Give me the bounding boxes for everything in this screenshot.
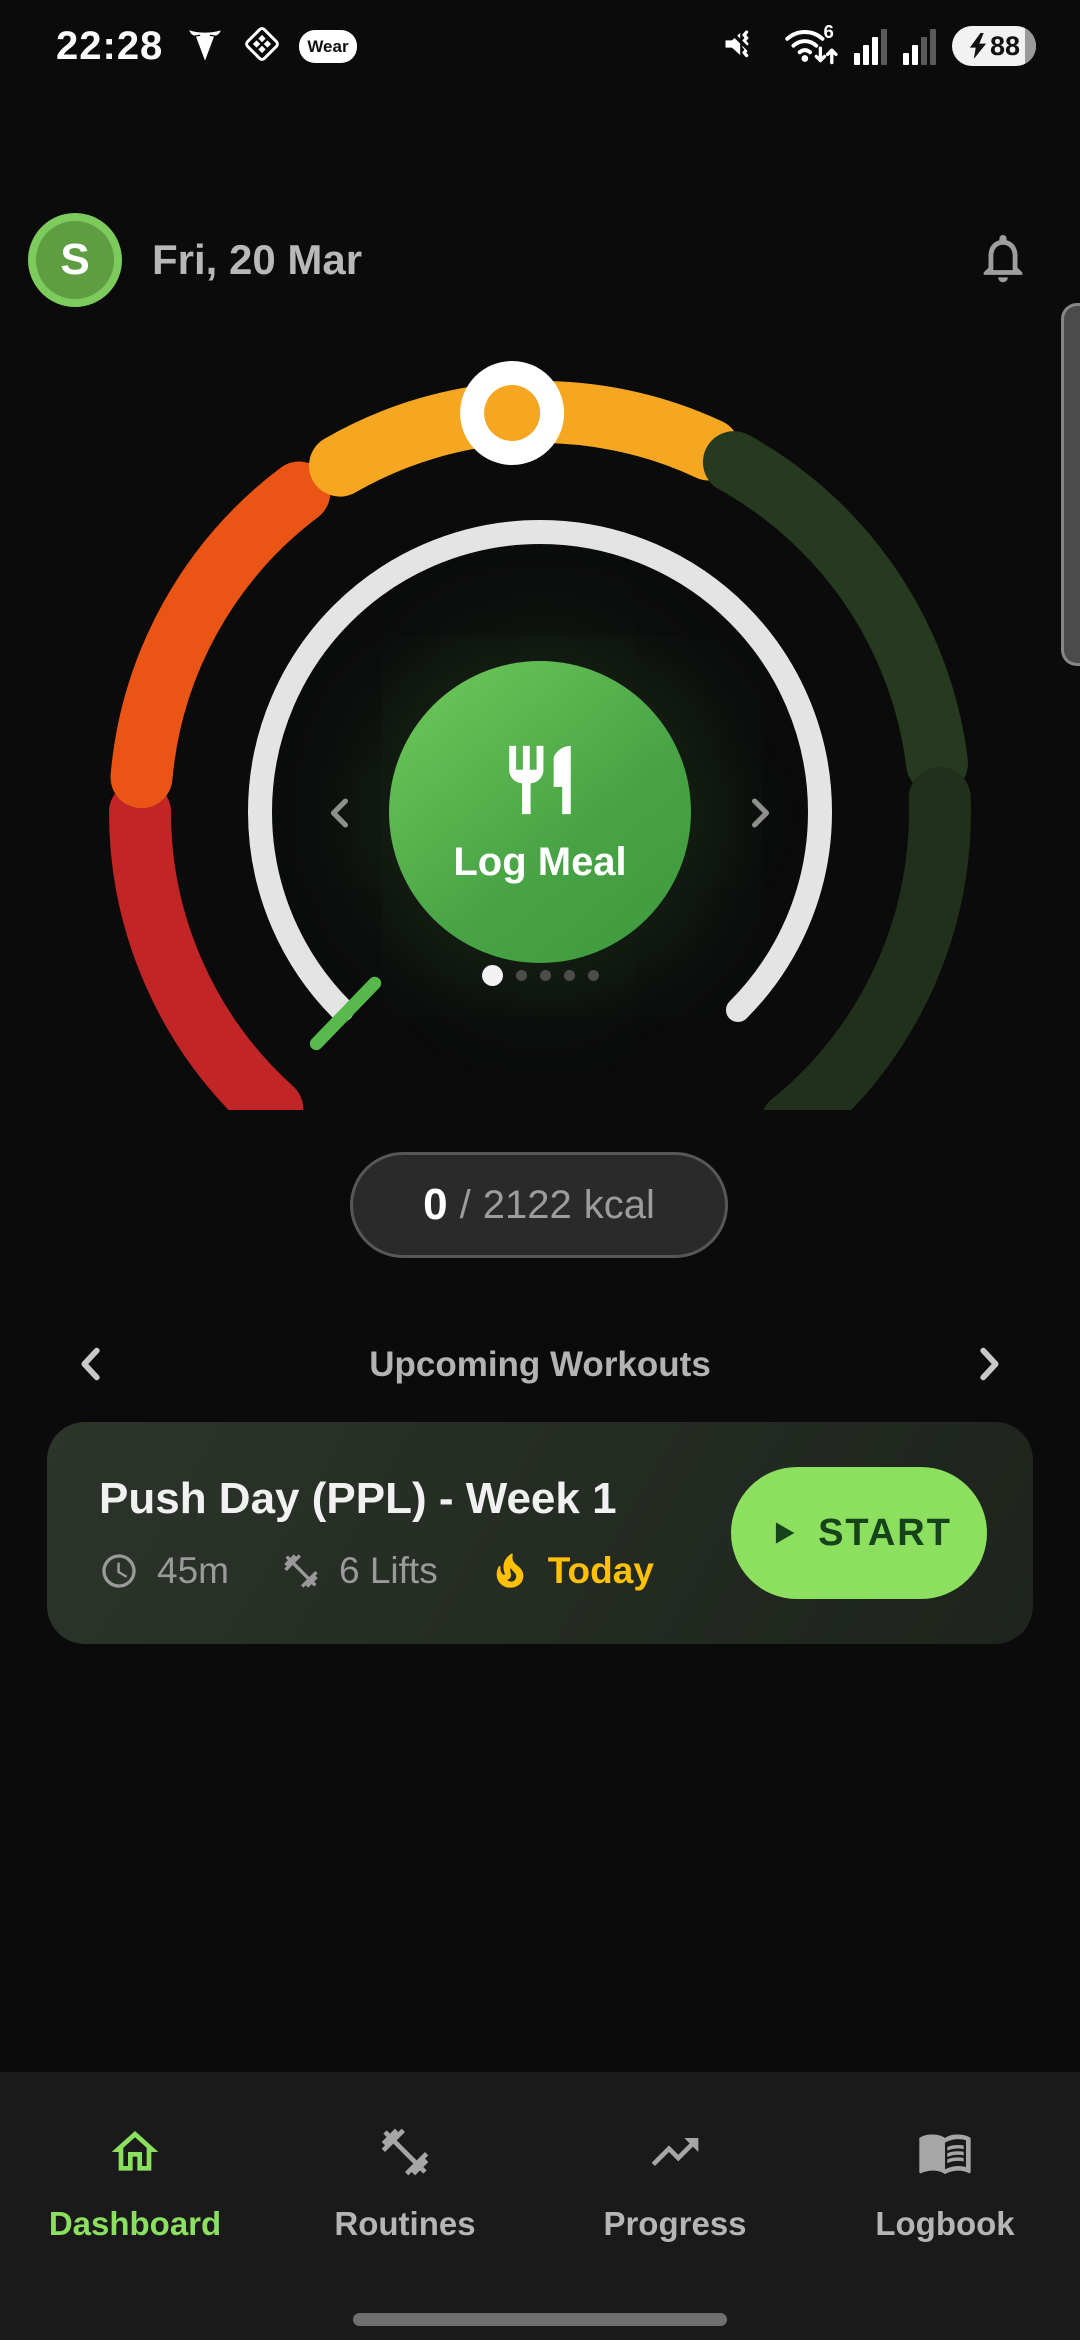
calories-separator: / xyxy=(459,1182,471,1227)
calorie-gauge[interactable]: Log Meal xyxy=(0,350,1080,1110)
nav-item-logbook[interactable]: Logbook xyxy=(810,2072,1080,2340)
gauge-knob-center xyxy=(484,384,541,441)
restaurant-fork-knife-icon xyxy=(499,739,581,826)
workout-card[interactable]: Push Day (PPL) - Week 1 45m 6 Lifts Toda… xyxy=(47,1422,1033,1644)
calories-target: 2122 xyxy=(482,1182,572,1227)
home-icon xyxy=(107,2124,163,2185)
header: S Fri, 20 Mar xyxy=(0,212,1080,308)
status-bar: 22:28 Wear xyxy=(0,0,1080,92)
edge-panel-handle[interactable] xyxy=(1061,303,1080,666)
gauge-segment-dark-green-2 xyxy=(763,767,971,1110)
bottom-nav: Dashboard Routines Progress Logbook xyxy=(0,2072,1080,2340)
signal-icon xyxy=(854,27,887,65)
dumbbell-icon xyxy=(281,1551,321,1591)
carousel-dot-4[interactable] xyxy=(587,970,599,981)
dumbbell-icon xyxy=(377,2124,433,2185)
mute-vibrate-icon xyxy=(720,22,764,71)
trending-up-icon xyxy=(647,2124,703,2185)
nav-label-routines: Routines xyxy=(334,2205,476,2242)
battery-level-gap xyxy=(1025,26,1036,66)
clock-time: 22:28 xyxy=(56,23,164,68)
gauge-inner-arc xyxy=(248,520,832,1022)
calories-unit: kcal xyxy=(583,1182,655,1227)
nav-label-logbook: Logbook xyxy=(875,2205,1015,2242)
battery-percent: 88 xyxy=(989,30,1021,61)
carousel-dots[interactable] xyxy=(0,965,1080,986)
gauge-rings xyxy=(109,360,971,1110)
nav-item-progress[interactable]: Progress xyxy=(540,2072,810,2340)
nav-item-dashboard[interactable]: Dashboard xyxy=(0,2072,270,2340)
nav-item-routines[interactable]: Routines xyxy=(270,2072,540,2340)
carousel-dot-3[interactable] xyxy=(563,970,575,981)
carousel-dot-0[interactable] xyxy=(481,965,503,986)
carousel-right-chevron-icon[interactable] xyxy=(732,785,788,841)
start-label: START xyxy=(818,1511,952,1554)
log-meal-button[interactable]: Log Meal xyxy=(389,661,691,963)
svg-text:6: 6 xyxy=(824,20,834,41)
workout-duration: 45m xyxy=(157,1550,229,1591)
wifi-icon: 6 xyxy=(780,19,838,74)
workout-card-info: Push Day (PPL) - Week 1 45m 6 Lifts Toda… xyxy=(99,1474,654,1592)
play-icon xyxy=(775,1522,795,1544)
nav-label-progress: Progress xyxy=(603,2205,747,2242)
workout-due-badge: Today xyxy=(547,1550,654,1591)
log-meal-label: Log Meal xyxy=(453,840,627,884)
workout-meta-row: 45m 6 Lifts Today xyxy=(99,1550,654,1592)
signal-icon-2 xyxy=(903,27,936,65)
tesla-icon xyxy=(185,24,225,69)
nav-label-dashboard: Dashboard xyxy=(48,2205,222,2242)
upcoming-left-chevron-icon[interactable] xyxy=(62,1334,122,1394)
upcoming-right-chevron-icon[interactable] xyxy=(958,1334,1018,1394)
flame-icon xyxy=(490,1551,530,1591)
carousel-left-chevron-icon[interactable] xyxy=(312,785,368,841)
battery-icon: 88 xyxy=(952,26,1036,66)
wear-os-badge: Wear xyxy=(299,29,357,63)
calories-summary-pill: 0 / 2122 kcal xyxy=(350,1152,728,1258)
gauge-segment-orange xyxy=(110,461,331,809)
diamond-icon xyxy=(241,23,283,70)
calories-consumed: 0 xyxy=(423,1180,448,1229)
carousel-dot-1[interactable] xyxy=(515,970,527,981)
carousel-dot-2[interactable] xyxy=(539,970,551,981)
status-bar-right: 6 88 xyxy=(720,19,1036,74)
status-bar-left: 22:28 Wear xyxy=(56,23,357,70)
gesture-bar[interactable] xyxy=(353,2313,727,2326)
workout-lifts: 6 Lifts xyxy=(338,1550,438,1591)
clock-icon xyxy=(99,1551,139,1591)
date-label: Fri, 20 Mar xyxy=(152,236,363,283)
book-icon xyxy=(917,2124,973,2185)
notification-bell-icon[interactable] xyxy=(974,229,1032,292)
gauge-segment-dark-green-1 xyxy=(702,431,969,795)
gauge-progress-tick xyxy=(309,976,382,1051)
start-workout-button[interactable]: START xyxy=(731,1467,987,1599)
upcoming-workouts-title: Upcoming Workouts xyxy=(369,1345,711,1384)
avatar[interactable]: S xyxy=(28,213,122,307)
upcoming-workouts-row: Upcoming Workouts xyxy=(0,1330,1080,1400)
workout-title: Push Day (PPL) - Week 1 xyxy=(99,1474,617,1523)
gauge-segment-red xyxy=(109,781,304,1110)
